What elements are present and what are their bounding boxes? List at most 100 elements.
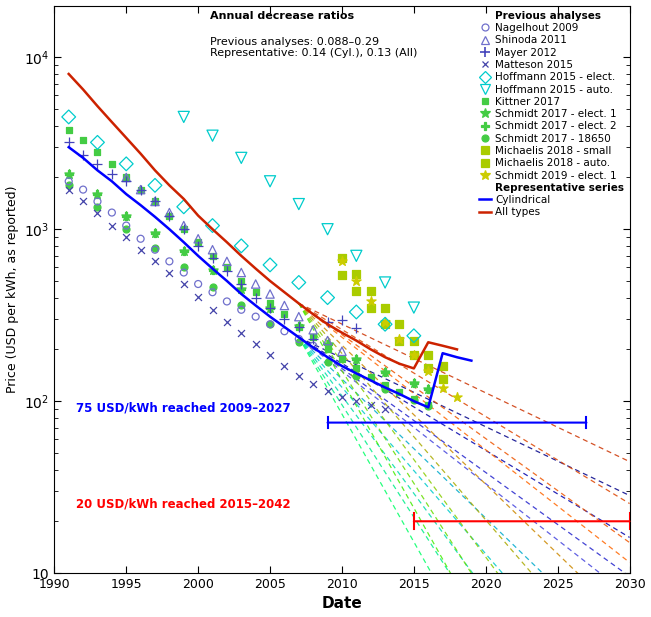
Point bbox=[294, 278, 304, 288]
Point bbox=[64, 180, 74, 190]
Point bbox=[121, 210, 132, 220]
Point bbox=[365, 297, 376, 307]
Point bbox=[294, 321, 304, 331]
Point bbox=[322, 386, 333, 395]
Point bbox=[222, 297, 232, 307]
Point bbox=[178, 202, 189, 212]
Point bbox=[135, 245, 146, 255]
Point bbox=[135, 184, 146, 194]
Point bbox=[294, 337, 304, 347]
Point bbox=[164, 210, 174, 220]
Point bbox=[351, 286, 361, 296]
Point bbox=[265, 176, 275, 186]
Point bbox=[265, 289, 275, 299]
Point bbox=[351, 251, 361, 261]
Point bbox=[265, 320, 275, 329]
Point bbox=[207, 253, 217, 263]
Point bbox=[150, 228, 160, 238]
Point bbox=[107, 207, 117, 217]
Point bbox=[380, 278, 391, 288]
Point bbox=[265, 299, 275, 308]
Point bbox=[236, 241, 247, 251]
Point bbox=[164, 207, 174, 217]
Point bbox=[351, 323, 361, 333]
Y-axis label: Price (USD per kWh, as reported): Price (USD per kWh, as reported) bbox=[6, 186, 19, 393]
Point bbox=[322, 344, 333, 354]
Point bbox=[452, 392, 462, 402]
Point bbox=[92, 159, 103, 169]
Point bbox=[92, 138, 103, 147]
Legend: Previous analyses, Nagelhout 2009, Shinoda 2011, Mayer 2012, Matteson 2015, Hoff: Previous analyses, Nagelhout 2009, Shino… bbox=[477, 9, 626, 220]
Point bbox=[437, 383, 448, 392]
Point bbox=[150, 197, 160, 207]
Point bbox=[135, 184, 146, 194]
Point bbox=[351, 354, 361, 364]
Point bbox=[395, 334, 405, 344]
Point bbox=[251, 288, 261, 297]
Point bbox=[265, 260, 275, 270]
Point bbox=[294, 334, 304, 344]
Point bbox=[308, 379, 318, 389]
Point bbox=[64, 125, 74, 135]
Point bbox=[64, 112, 74, 122]
Point bbox=[294, 321, 304, 331]
Point bbox=[322, 339, 333, 349]
Point bbox=[207, 305, 217, 315]
Point bbox=[193, 234, 203, 244]
Point bbox=[92, 202, 103, 212]
Point bbox=[92, 147, 103, 157]
Point bbox=[380, 317, 391, 326]
Point bbox=[409, 350, 419, 360]
Point bbox=[135, 184, 146, 194]
Point bbox=[135, 234, 146, 244]
Point bbox=[380, 367, 391, 377]
Point bbox=[64, 176, 74, 186]
Point bbox=[121, 232, 132, 242]
Point bbox=[150, 243, 160, 253]
Point bbox=[337, 270, 347, 280]
Point bbox=[78, 150, 89, 160]
Point bbox=[207, 221, 217, 231]
Point bbox=[92, 207, 103, 217]
Point bbox=[222, 317, 232, 326]
Point bbox=[178, 246, 189, 255]
Point bbox=[236, 268, 247, 278]
Point bbox=[265, 303, 275, 313]
Point bbox=[279, 309, 290, 319]
Point bbox=[395, 336, 405, 346]
Point bbox=[409, 303, 419, 313]
Point bbox=[279, 300, 290, 310]
Point bbox=[365, 286, 376, 296]
Point bbox=[423, 400, 434, 410]
Text: Previous analyses: 0.088–0.29
Representative: 0.14 (Cyl.), 0.13 (All): Previous analyses: 0.088–0.29 Representa… bbox=[210, 37, 417, 59]
Point bbox=[395, 320, 405, 329]
Point bbox=[178, 221, 189, 231]
Point bbox=[423, 384, 434, 394]
Point bbox=[178, 262, 189, 272]
Point bbox=[222, 267, 232, 276]
Point bbox=[92, 189, 103, 199]
Point bbox=[236, 284, 247, 294]
Point bbox=[279, 314, 290, 324]
Point bbox=[121, 176, 132, 186]
Point bbox=[337, 354, 347, 364]
Point bbox=[351, 396, 361, 406]
Point bbox=[409, 378, 419, 387]
Point bbox=[64, 138, 74, 147]
X-axis label: Date: Date bbox=[322, 597, 363, 611]
Point bbox=[265, 303, 275, 313]
Point bbox=[107, 221, 117, 231]
Point bbox=[150, 197, 160, 207]
Point bbox=[322, 336, 333, 346]
Point bbox=[78, 197, 89, 207]
Point bbox=[409, 336, 419, 346]
Point bbox=[236, 328, 247, 337]
Point bbox=[294, 371, 304, 381]
Point bbox=[337, 257, 347, 267]
Point bbox=[150, 180, 160, 190]
Point bbox=[121, 210, 132, 220]
Point bbox=[251, 339, 261, 349]
Point bbox=[409, 395, 419, 405]
Point bbox=[178, 279, 189, 289]
Point bbox=[322, 357, 333, 366]
